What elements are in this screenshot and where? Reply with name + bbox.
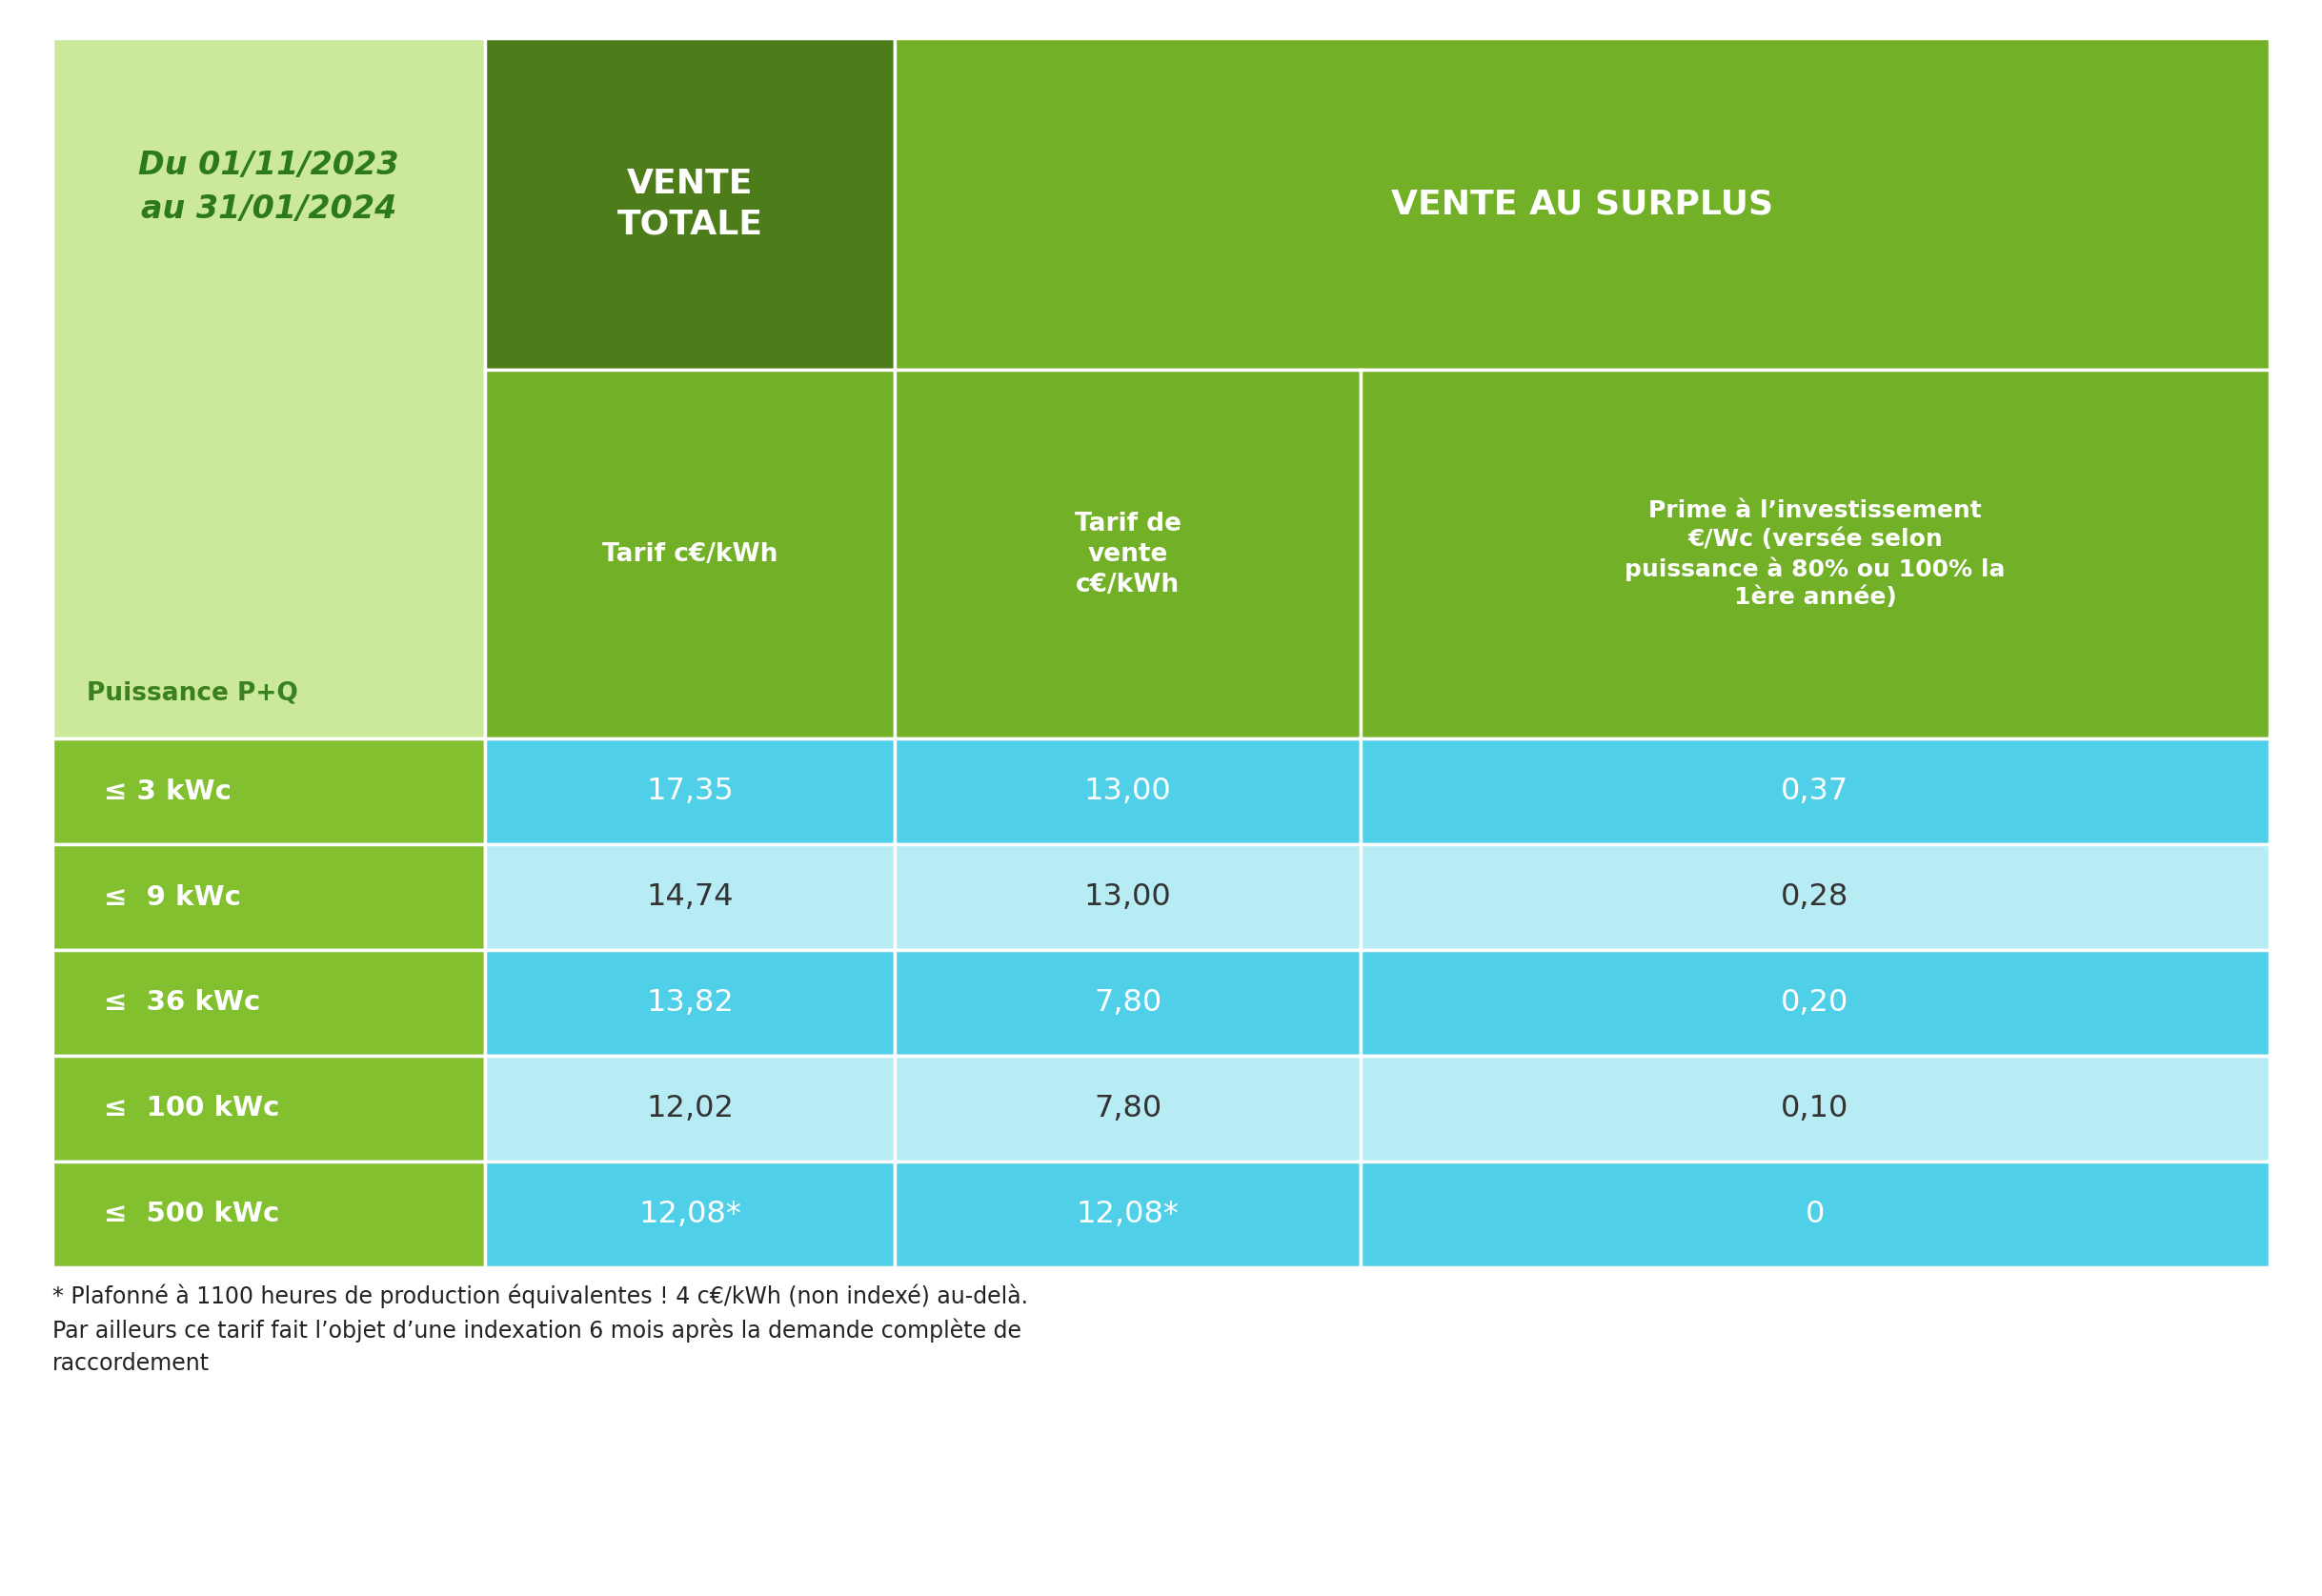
Bar — [1361, 1162, 2269, 1267]
Text: 13,00: 13,00 — [1084, 883, 1173, 911]
Text: 12,08*: 12,08* — [639, 1200, 741, 1229]
Text: ≤  100 kWc: ≤ 100 kWc — [104, 1095, 281, 1122]
Bar — [894, 950, 1361, 1055]
Text: Tarif de
vente
c€/kWh: Tarif de vente c€/kWh — [1075, 511, 1182, 597]
Bar — [894, 739, 1361, 844]
Bar — [485, 370, 894, 739]
Text: Puissance P+Q: Puissance P+Q — [86, 680, 300, 705]
Bar — [1361, 844, 2269, 950]
Bar — [894, 844, 1361, 950]
Text: Prime à l’investissement
€/Wc (versée selon
puissance à 80% ou 100% la
1ère anné: Prime à l’investissement €/Wc (versée se… — [1625, 500, 2006, 610]
Bar — [485, 950, 894, 1055]
Text: VENTE
TOTALE: VENTE TOTALE — [618, 168, 762, 241]
Bar — [485, 1162, 894, 1267]
Text: 13,82: 13,82 — [646, 988, 734, 1018]
Text: 0,37: 0,37 — [1781, 777, 1848, 806]
Bar — [53, 739, 485, 844]
Bar — [53, 1055, 485, 1162]
Text: Du 01/11/2023
au 31/01/2024: Du 01/11/2023 au 31/01/2024 — [139, 150, 399, 225]
Text: 13,00: 13,00 — [1084, 777, 1173, 806]
Bar — [53, 38, 485, 739]
Text: 0,28: 0,28 — [1781, 883, 1848, 911]
Text: VENTE AU SURPLUS: VENTE AU SURPLUS — [1391, 188, 1774, 220]
Text: 7,80: 7,80 — [1094, 1093, 1161, 1124]
Text: ≤  36 kWc: ≤ 36 kWc — [104, 990, 260, 1017]
Text: 12,02: 12,02 — [646, 1093, 734, 1124]
Bar — [485, 1055, 894, 1162]
Bar — [894, 370, 1361, 739]
Text: ≤ 3 kWc: ≤ 3 kWc — [104, 779, 232, 804]
Bar — [485, 844, 894, 950]
Text: ≤  9 kWc: ≤ 9 kWc — [104, 884, 241, 910]
Bar — [485, 38, 894, 370]
Bar — [1361, 950, 2269, 1055]
Text: 12,08*: 12,08* — [1077, 1200, 1180, 1229]
Text: ≤  500 kWc: ≤ 500 kWc — [104, 1200, 281, 1227]
Bar — [894, 1055, 1361, 1162]
Text: 7,80: 7,80 — [1094, 988, 1161, 1018]
Bar — [1361, 370, 2269, 739]
Text: 17,35: 17,35 — [646, 777, 734, 806]
Bar — [53, 844, 485, 950]
Bar — [894, 1162, 1361, 1267]
Text: 0,20: 0,20 — [1781, 988, 1848, 1018]
Text: 0: 0 — [1807, 1200, 1825, 1229]
Bar — [1361, 1055, 2269, 1162]
Bar — [894, 38, 2269, 370]
Text: Tarif c€/kWh: Tarif c€/kWh — [601, 543, 778, 567]
Bar — [485, 739, 894, 844]
Text: 0,10: 0,10 — [1781, 1093, 1848, 1124]
Bar — [1361, 739, 2269, 844]
Text: * Plafonné à 1100 heures de production équivalentes ! 4 c€/kWh (non indexé) au-d: * Plafonné à 1100 heures de production é… — [53, 1285, 1029, 1374]
Text: 14,74: 14,74 — [646, 883, 734, 911]
Bar — [53, 1162, 485, 1267]
Bar — [53, 950, 485, 1055]
